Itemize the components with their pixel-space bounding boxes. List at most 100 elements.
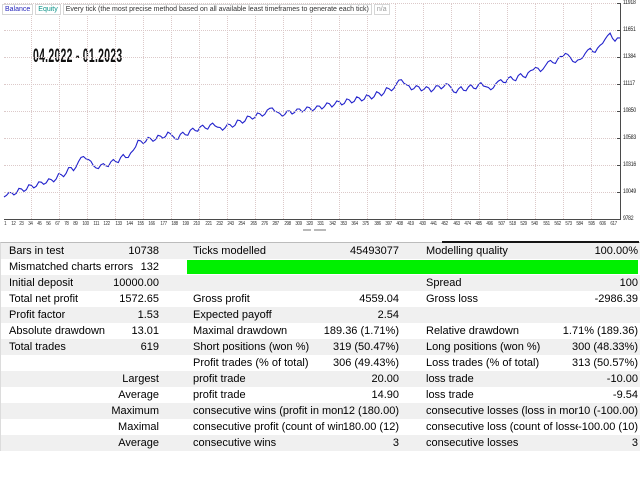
chart-date-range-title: 04.2022 - 01.2023: [33, 46, 123, 67]
spacer: [399, 307, 426, 323]
stat-label: loss trade: [426, 373, 474, 385]
stat-label: Profit factor: [9, 309, 66, 321]
spacer: [159, 371, 193, 387]
report-row: Maximum consecutive wins (profit in money…: [1, 403, 640, 419]
x-axis-label: 78: [63, 221, 69, 227]
stat-value: 180.00 (12): [342, 421, 399, 433]
axis-caption-smudge: [303, 229, 311, 231]
stat-label: Expected payoff: [193, 309, 272, 321]
equity-legend-label: Equity: [35, 4, 61, 15]
stat-value: 10738: [128, 245, 159, 257]
spacer: [399, 323, 426, 339]
x-axis-label: 67: [55, 221, 60, 227]
x-axis-label: 232: [216, 221, 223, 227]
stat-value: -2986.39: [594, 293, 638, 305]
x-axis-label: 12: [10, 221, 16, 227]
x-axis-label: 408: [396, 221, 404, 227]
x-axis-label: 122: [103, 221, 111, 227]
y-axis-label: 11651: [623, 27, 636, 33]
stat-cell: Profit trades (% of total) 306 (49.43%): [193, 355, 399, 371]
stat-label: profit trade: [193, 373, 246, 385]
stat-value: 10000.00: [113, 277, 159, 289]
stat-cell: Total trades 619: [9, 339, 159, 355]
stat-value: 45493077: [350, 245, 399, 257]
stat-cell: Gross loss -2986.39: [426, 291, 638, 307]
report-row: Largest profit trade 20.00 loss trade -10.00: [1, 371, 640, 387]
x-axis-labels: 1 12 23 34 45 56 67 78 89 100 111 122 133 144 155 166 17…: [4, 221, 618, 227]
y-axis-tick: [617, 138, 621, 139]
x-axis-label: 331: [317, 221, 325, 227]
stat-value: -100.00 (10): [578, 421, 638, 433]
stat-cell: consecutive losses 3: [426, 435, 638, 451]
stat-cell: consecutive losses (loss in money)10 (-1…: [426, 403, 638, 419]
stat-label: Long positions (won %): [426, 341, 541, 353]
stat-cell: loss trade -9.54: [426, 387, 638, 403]
x-axis-label: 188: [171, 221, 178, 227]
stat-label: consecutive loss (count of losses): [426, 421, 579, 433]
x-axis-label: 1: [4, 221, 7, 227]
x-axis-label: 23: [19, 221, 25, 227]
stat-value: 20.00: [371, 373, 399, 385]
stat-cell: profit trade 14.90: [193, 387, 399, 403]
stat-label: loss trade: [426, 389, 474, 401]
gridline-h: [4, 138, 620, 139]
x-axis-label: 276: [261, 221, 268, 227]
stat-label: consecutive wins: [193, 437, 277, 449]
x-axis-label: 177: [159, 221, 167, 227]
x-axis-label: 342: [328, 221, 336, 227]
stat-cell: consecutive wins (profit in money) 12 (18…: [193, 403, 399, 419]
y-axis-tick: [617, 3, 621, 4]
stat-cell: Modelling quality 100.00%: [426, 243, 638, 259]
x-axis-label: 320: [306, 221, 313, 227]
gridline-h: [4, 192, 620, 193]
report-row: Average consecutive wins 3 consecutive loss…: [1, 435, 640, 451]
stat-label: Modelling quality: [426, 245, 508, 257]
x-axis-label: 485: [475, 221, 482, 227]
stat-label: Relative drawdown: [426, 325, 519, 337]
report-row: Total trades 619 Short positions (won %) 31…: [1, 339, 640, 355]
stat-value: 100: [619, 277, 638, 289]
stat-label: Bars in test: [9, 245, 65, 257]
x-axis-label: 573: [565, 221, 573, 227]
report-row: Maximal consecutive profit (count of wins…: [1, 419, 640, 435]
stat-value: 4559.04: [359, 293, 399, 305]
x-axis-label: 34: [28, 221, 33, 227]
spacer: [159, 419, 193, 435]
x-axis-label: 111: [93, 221, 99, 227]
stat-label: Initial deposit: [9, 277, 74, 289]
x-axis-label: 155: [137, 221, 144, 227]
stat-value: 300 (48.33%): [571, 341, 638, 353]
stat-value: Largest: [122, 373, 159, 385]
balance-chart-panel: Balance Equity Every tick (the most prec…: [0, 0, 640, 238]
x-axis-label: 507: [497, 221, 505, 227]
stat-label: Short positions (won %): [193, 341, 310, 353]
stat-label: Loss trades (% of total): [426, 357, 540, 369]
spacer: [159, 403, 193, 419]
stat-cell: Initial deposit 10000.00: [9, 275, 159, 291]
x-axis-label: 551: [542, 221, 550, 227]
stat-value: 1.71% (189.36): [562, 325, 638, 337]
y-axis-tick: [617, 192, 621, 193]
stat-value: 10 (-100.00): [578, 405, 638, 417]
stat-value: 619: [140, 341, 159, 353]
stat-label: Maximal drawdown: [193, 325, 288, 337]
stat-cell: Ticks modelled 45493077: [193, 243, 399, 259]
stat-cell: Short positions (won %) 319 (50.47%): [193, 339, 399, 355]
stat-value: 3: [392, 437, 399, 449]
report-row: Absolute drawdown 13.01 Maximal drawdown 18…: [1, 323, 640, 339]
x-axis-label: 441: [430, 221, 437, 227]
stat-cell: Expected payoff 2.54: [193, 307, 399, 323]
x-axis-line: [4, 219, 621, 220]
spacer: [399, 339, 426, 355]
spacer: [159, 387, 193, 403]
spacer: [399, 275, 426, 291]
stat-label: Absolute drawdown: [9, 325, 106, 337]
stat-cell: [9, 355, 159, 371]
chart-legend: Balance Equity Every tick (the most prec…: [2, 4, 390, 15]
stat-value: 2.54: [377, 309, 399, 321]
balance-curve-svg: [3, 32, 620, 198]
gridline-h: [4, 84, 620, 85]
stat-cell: Long positions (won %) 300 (48.33%): [426, 339, 638, 355]
stat-value: 189.36 (1.71%): [323, 325, 399, 337]
stat-label: Total net profit: [9, 293, 79, 305]
